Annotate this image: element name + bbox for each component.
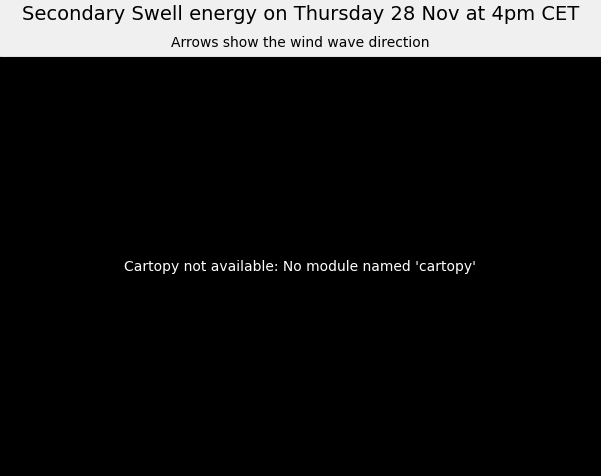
Text: Arrows show the wind wave direction: Arrows show the wind wave direction: [171, 36, 430, 50]
Text: Cartopy not available: No module named 'cartopy': Cartopy not available: No module named '…: [124, 259, 477, 274]
Text: Secondary Swell energy on Thursday 28 Nov at 4pm CET: Secondary Swell energy on Thursday 28 No…: [22, 5, 579, 24]
